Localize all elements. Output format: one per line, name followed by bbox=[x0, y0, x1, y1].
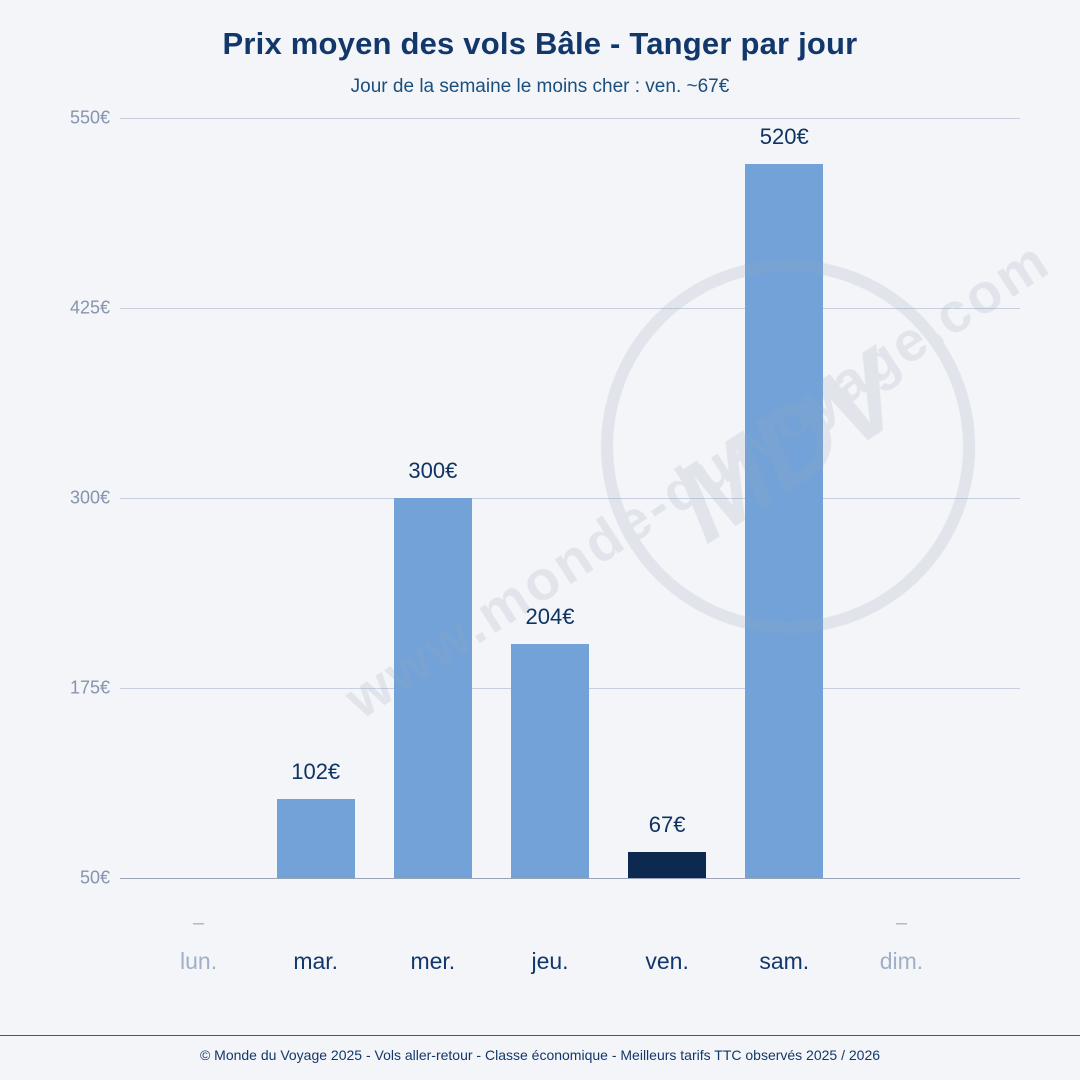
bar-value-label: 102€ bbox=[291, 758, 341, 784]
x-axis-day-label: dim. bbox=[879, 948, 924, 974]
footer-text: © Monde du Voyage 2025 - Vols aller-reto… bbox=[199, 1047, 881, 1063]
bar-value-label: 204€ bbox=[525, 603, 575, 629]
bar bbox=[276, 798, 355, 878]
x-axis-day-label: mer. bbox=[410, 948, 456, 974]
gridline bbox=[120, 878, 1020, 879]
no-data-dash: – bbox=[895, 912, 907, 934]
bar-value-label: 67€ bbox=[648, 812, 686, 838]
bar bbox=[511, 643, 589, 878]
chart-title: Prix moyen des vols Bâle - Tanger par jo… bbox=[222, 26, 858, 61]
gridline bbox=[120, 118, 1020, 119]
x-axis-day-label: lun. bbox=[180, 948, 218, 974]
chart-subtitle: Jour de la semaine le moins cher : ven. … bbox=[350, 76, 730, 97]
gridline bbox=[120, 308, 1020, 309]
bar-value-label: 300€ bbox=[408, 458, 458, 483]
y-tick-label: 425€ bbox=[69, 297, 110, 318]
bar bbox=[745, 163, 824, 878]
x-axis-day-label: mar. bbox=[293, 948, 339, 974]
footer-divider bbox=[0, 1035, 1080, 1036]
x-axis-day-label: sam. bbox=[759, 948, 810, 974]
x-axis-day-label: ven. bbox=[645, 948, 689, 974]
y-tick-label: 550€ bbox=[69, 107, 110, 128]
gridline bbox=[120, 498, 1020, 499]
bar bbox=[393, 498, 472, 878]
y-tick-label: 175€ bbox=[69, 677, 110, 698]
x-axis-day-label: jeu. bbox=[531, 948, 569, 974]
no-data-dash: – bbox=[193, 912, 205, 934]
bar-value-label: 520€ bbox=[759, 123, 809, 149]
bar bbox=[628, 852, 707, 878]
y-tick-label: 50€ bbox=[79, 867, 110, 888]
y-tick-label: 300€ bbox=[69, 487, 110, 508]
